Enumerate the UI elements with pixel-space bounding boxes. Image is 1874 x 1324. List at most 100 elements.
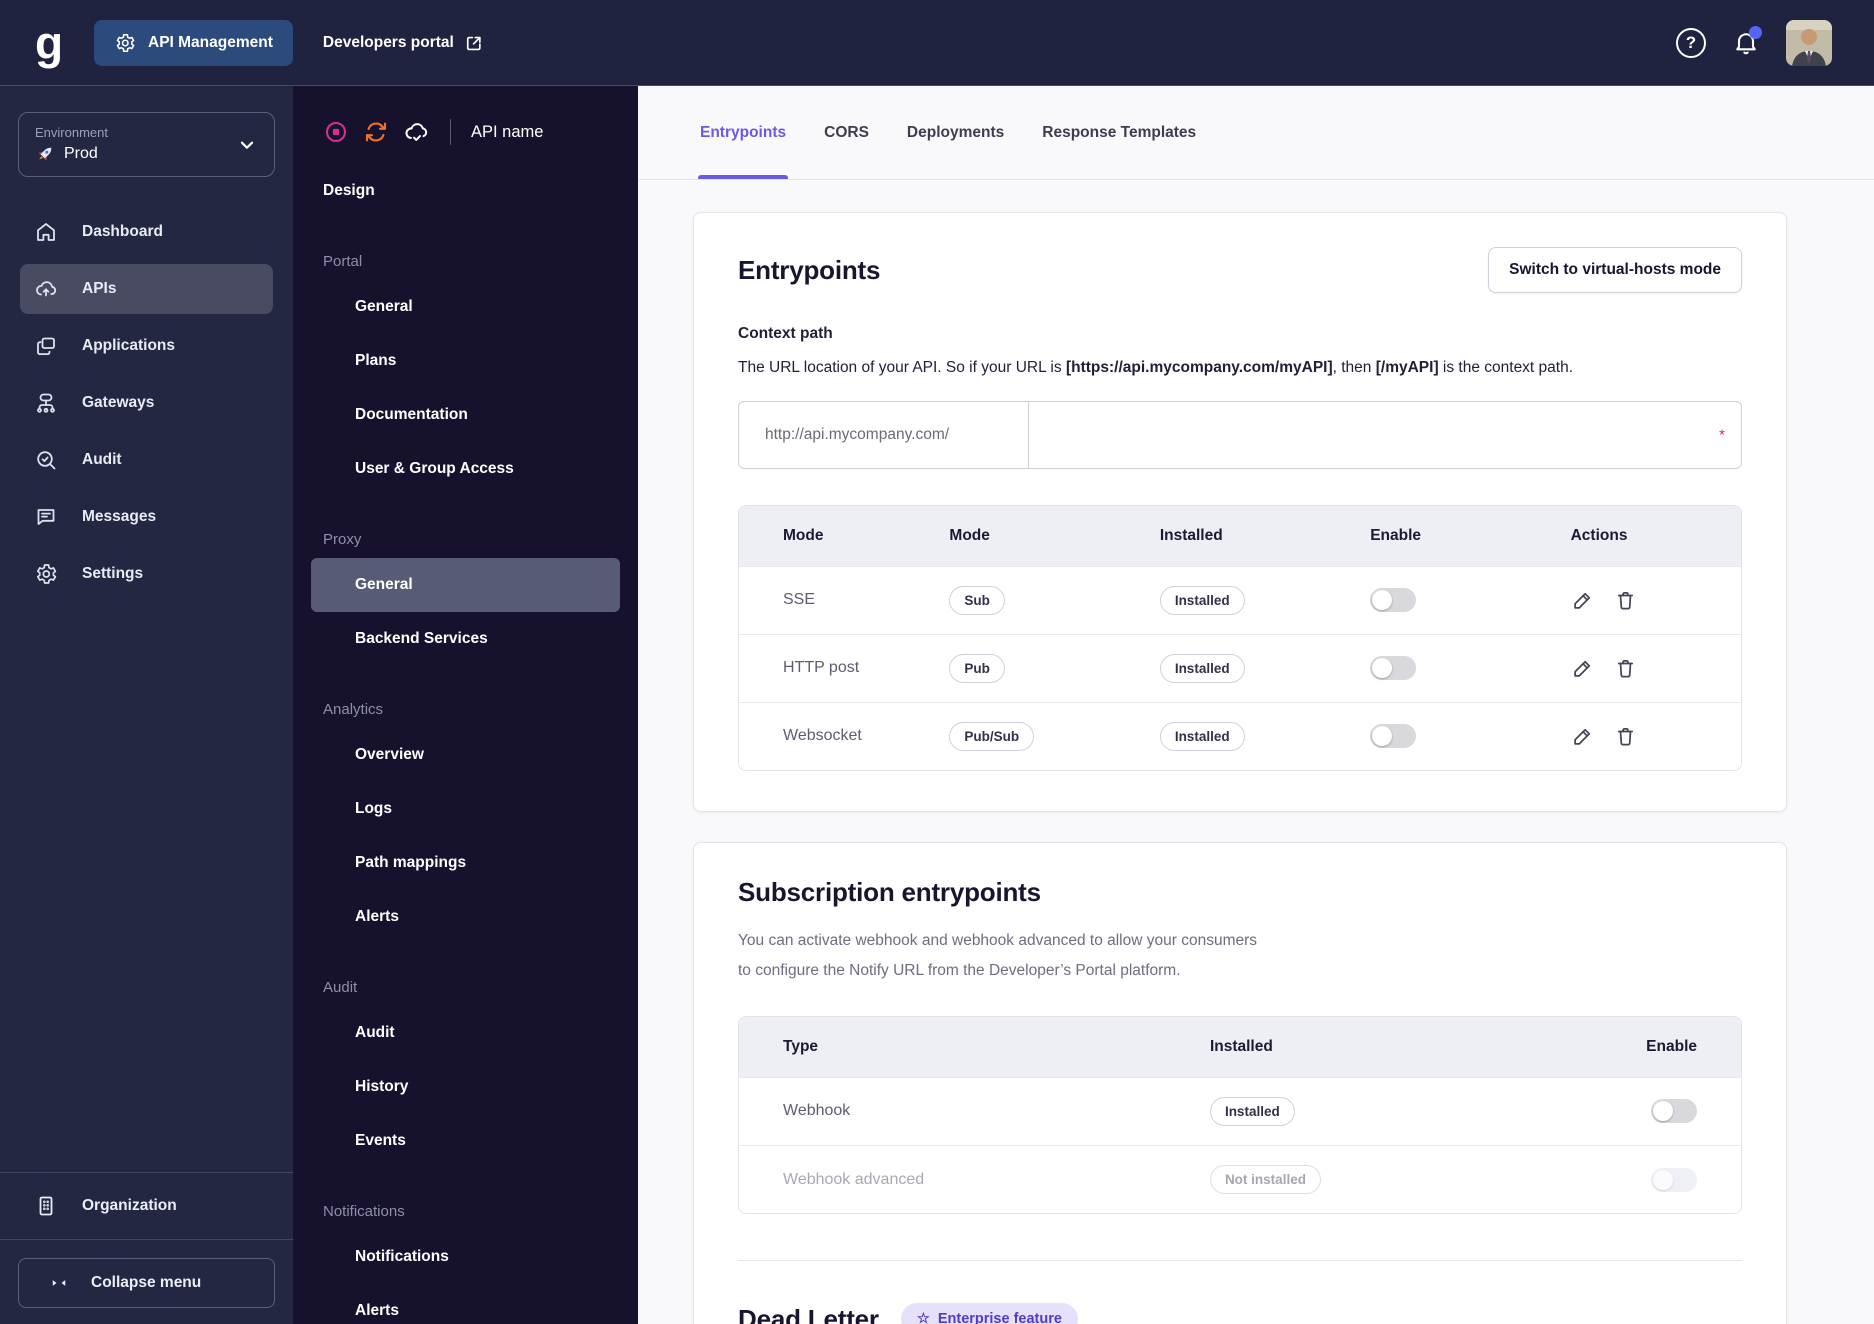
enterprise-feature-badge: ☆ Enterprise feature — [900, 1303, 1078, 1324]
context-path-description: The URL location of your API. So if your… — [738, 359, 1574, 376]
tab-bar: Entrypoints CORS Deployments Response Te… — [638, 86, 1874, 180]
api-menu-item-overview[interactable]: Overview — [355, 746, 424, 763]
delete-trash-icon[interactable] — [1614, 725, 1637, 748]
column-header: Enable — [1646, 1038, 1697, 1056]
tab-cors[interactable]: CORS — [824, 123, 869, 141]
context-path-input[interactable] — [1029, 402, 1741, 468]
gear-icon — [114, 32, 136, 54]
api-section-notifications: Notifications — [323, 1202, 405, 1220]
page-content: Entrypoints Switch to virtual-hosts mode… — [638, 180, 1874, 1324]
api-menu-item-events[interactable]: Events — [355, 1132, 406, 1149]
entrypoints-card: Entrypoints Switch to virtual-hosts mode… — [693, 212, 1787, 812]
api-menu-item-design[interactable]: Design — [323, 182, 375, 199]
sidebar-item-label: Settings — [82, 565, 144, 582]
column-header: Mode — [783, 526, 824, 544]
api-section-audit: Audit — [323, 978, 358, 996]
installed-badge: Installed — [1159, 721, 1245, 751]
collapse-icon — [49, 1273, 69, 1293]
subscription-table: Type Installed Enable Webhook Installed — [738, 1016, 1742, 1215]
stop-circle-icon[interactable] — [323, 119, 349, 145]
sidebar-item-label: Messages — [82, 508, 157, 525]
api-menu-item-user-group-access[interactable]: User & Group Access — [355, 460, 514, 477]
enable-toggle[interactable] — [1370, 724, 1417, 749]
enable-toggle-disabled — [1651, 1167, 1697, 1192]
collapse-menu-label: Collapse menu — [91, 1274, 202, 1291]
notifications-bell-icon[interactable] — [1732, 25, 1762, 57]
sidebar-item-label: APIs — [82, 280, 117, 297]
cloud-published-icon[interactable] — [403, 119, 430, 146]
enable-toggle[interactable] — [1370, 588, 1417, 612]
edit-pencil-icon[interactable] — [1571, 589, 1594, 612]
sync-icon[interactable] — [363, 119, 389, 145]
gravitee-logo-icon: g — [34, 16, 64, 69]
enable-toggle[interactable] — [1651, 1099, 1697, 1124]
sidebar-item-dashboard[interactable]: Dashboard — [20, 207, 273, 257]
subscription-type: Webhook — [783, 1102, 851, 1120]
api-menu-item-proxy-general[interactable]: General — [311, 558, 620, 612]
tab-entrypoints[interactable]: Entrypoints — [697, 86, 789, 179]
api-menu-item-notification-alerts[interactable]: Alerts — [355, 1302, 399, 1319]
delete-trash-icon[interactable] — [1614, 657, 1637, 680]
installed-badge: Installed — [1159, 653, 1245, 683]
enable-toggle[interactable] — [1370, 656, 1417, 680]
subscription-type: Webhook advanced — [783, 1170, 925, 1188]
gear-icon — [34, 562, 58, 586]
api-menu-item-path-mappings[interactable]: Path mappings — [355, 854, 467, 871]
api-menu-item-analytics-alerts[interactable]: Alerts — [355, 908, 399, 925]
environment-sidebar: Environment — [0, 86, 293, 1324]
sidebar-item-apis[interactable]: APIs — [20, 264, 273, 314]
api-menu-item-audit[interactable]: Audit — [355, 1024, 395, 1041]
environment-label: Environment — [35, 125, 108, 140]
api-menu-item-notifications[interactable]: Notifications — [355, 1248, 449, 1265]
sidebar-item-label: Audit — [82, 451, 122, 468]
mode-badge: Pub — [949, 653, 1005, 683]
gateways-icon — [34, 391, 58, 415]
tab-deployments[interactable]: Deployments — [906, 123, 1005, 141]
api-management-chip[interactable]: API Management — [94, 19, 293, 66]
notification-dot — [1749, 25, 1762, 39]
sidebar-item-applications[interactable]: Applications — [20, 321, 273, 371]
api-menu: Design Portal General Plans Documentatio… — [293, 164, 638, 1324]
api-menu-item-backend-services[interactable]: Backend Services — [355, 630, 488, 647]
collapse-menu-button[interactable]: Collapse menu — [18, 1258, 275, 1308]
entrypoint-name: Websocket — [783, 727, 862, 745]
sidebar-item-settings[interactable]: Settings — [20, 549, 273, 599]
edit-pencil-icon[interactable] — [1571, 657, 1594, 680]
entrypoint-name: SSE — [783, 591, 816, 608]
api-menu-item-documentation[interactable]: Documentation — [355, 406, 468, 423]
delete-trash-icon[interactable] — [1614, 589, 1637, 612]
environment-select[interactable]: Environment — [18, 112, 275, 177]
sidebar-item-organization[interactable]: Organization — [0, 1172, 293, 1240]
entrypoints-table: Mode Mode Installed Enable Actions SSE — [738, 505, 1742, 771]
api-menu-item-portal-general[interactable]: General — [355, 298, 413, 315]
table-header-row: Mode Mode Installed Enable Actions — [739, 506, 1741, 566]
api-management-label: API Management — [148, 33, 273, 51]
column-header: Installed — [1159, 526, 1223, 544]
main-content: Entrypoints CORS Deployments Response Te… — [638, 86, 1874, 1324]
sidebar-item-gateways[interactable]: Gateways — [20, 378, 273, 428]
sidebar-item-label: Gateways — [82, 394, 155, 411]
table-row: Webhook Installed — [739, 1077, 1741, 1146]
api-sidebar: API name Design Portal General Plans Doc… — [293, 86, 638, 1324]
subscription-description: You can activate webhook and webhook adv… — [738, 932, 1258, 980]
api-menu-item-plans[interactable]: Plans — [355, 352, 397, 369]
api-menu-item-logs[interactable]: Logs — [355, 800, 393, 817]
api-section-analytics: Analytics — [323, 700, 384, 718]
sidebar-item-audit[interactable]: Audit — [20, 435, 273, 485]
context-path-label: Context path — [738, 325, 833, 342]
home-icon — [34, 220, 58, 244]
avatar[interactable] — [1786, 19, 1832, 66]
tab-response-templates[interactable]: Response Templates — [1042, 123, 1197, 141]
developers-portal-link[interactable]: Developers portal — [323, 33, 484, 53]
sidebar-item-label: Dashboard — [82, 223, 163, 240]
table-row: Websocket Pub/Sub Installed — [739, 702, 1741, 770]
edit-pencil-icon[interactable] — [1571, 725, 1594, 748]
help-icon[interactable]: ? — [1676, 27, 1706, 58]
developers-portal-label: Developers portal — [322, 33, 454, 51]
sidebar-item-messages[interactable]: Messages — [20, 492, 273, 542]
api-section-portal: Portal — [323, 252, 363, 270]
api-menu-item-history[interactable]: History — [355, 1078, 409, 1095]
switch-virtual-hosts-button[interactable]: Switch to virtual-hosts mode — [1488, 247, 1742, 293]
required-asterisk: * — [1719, 426, 1725, 444]
column-header: Mode — [949, 526, 990, 544]
